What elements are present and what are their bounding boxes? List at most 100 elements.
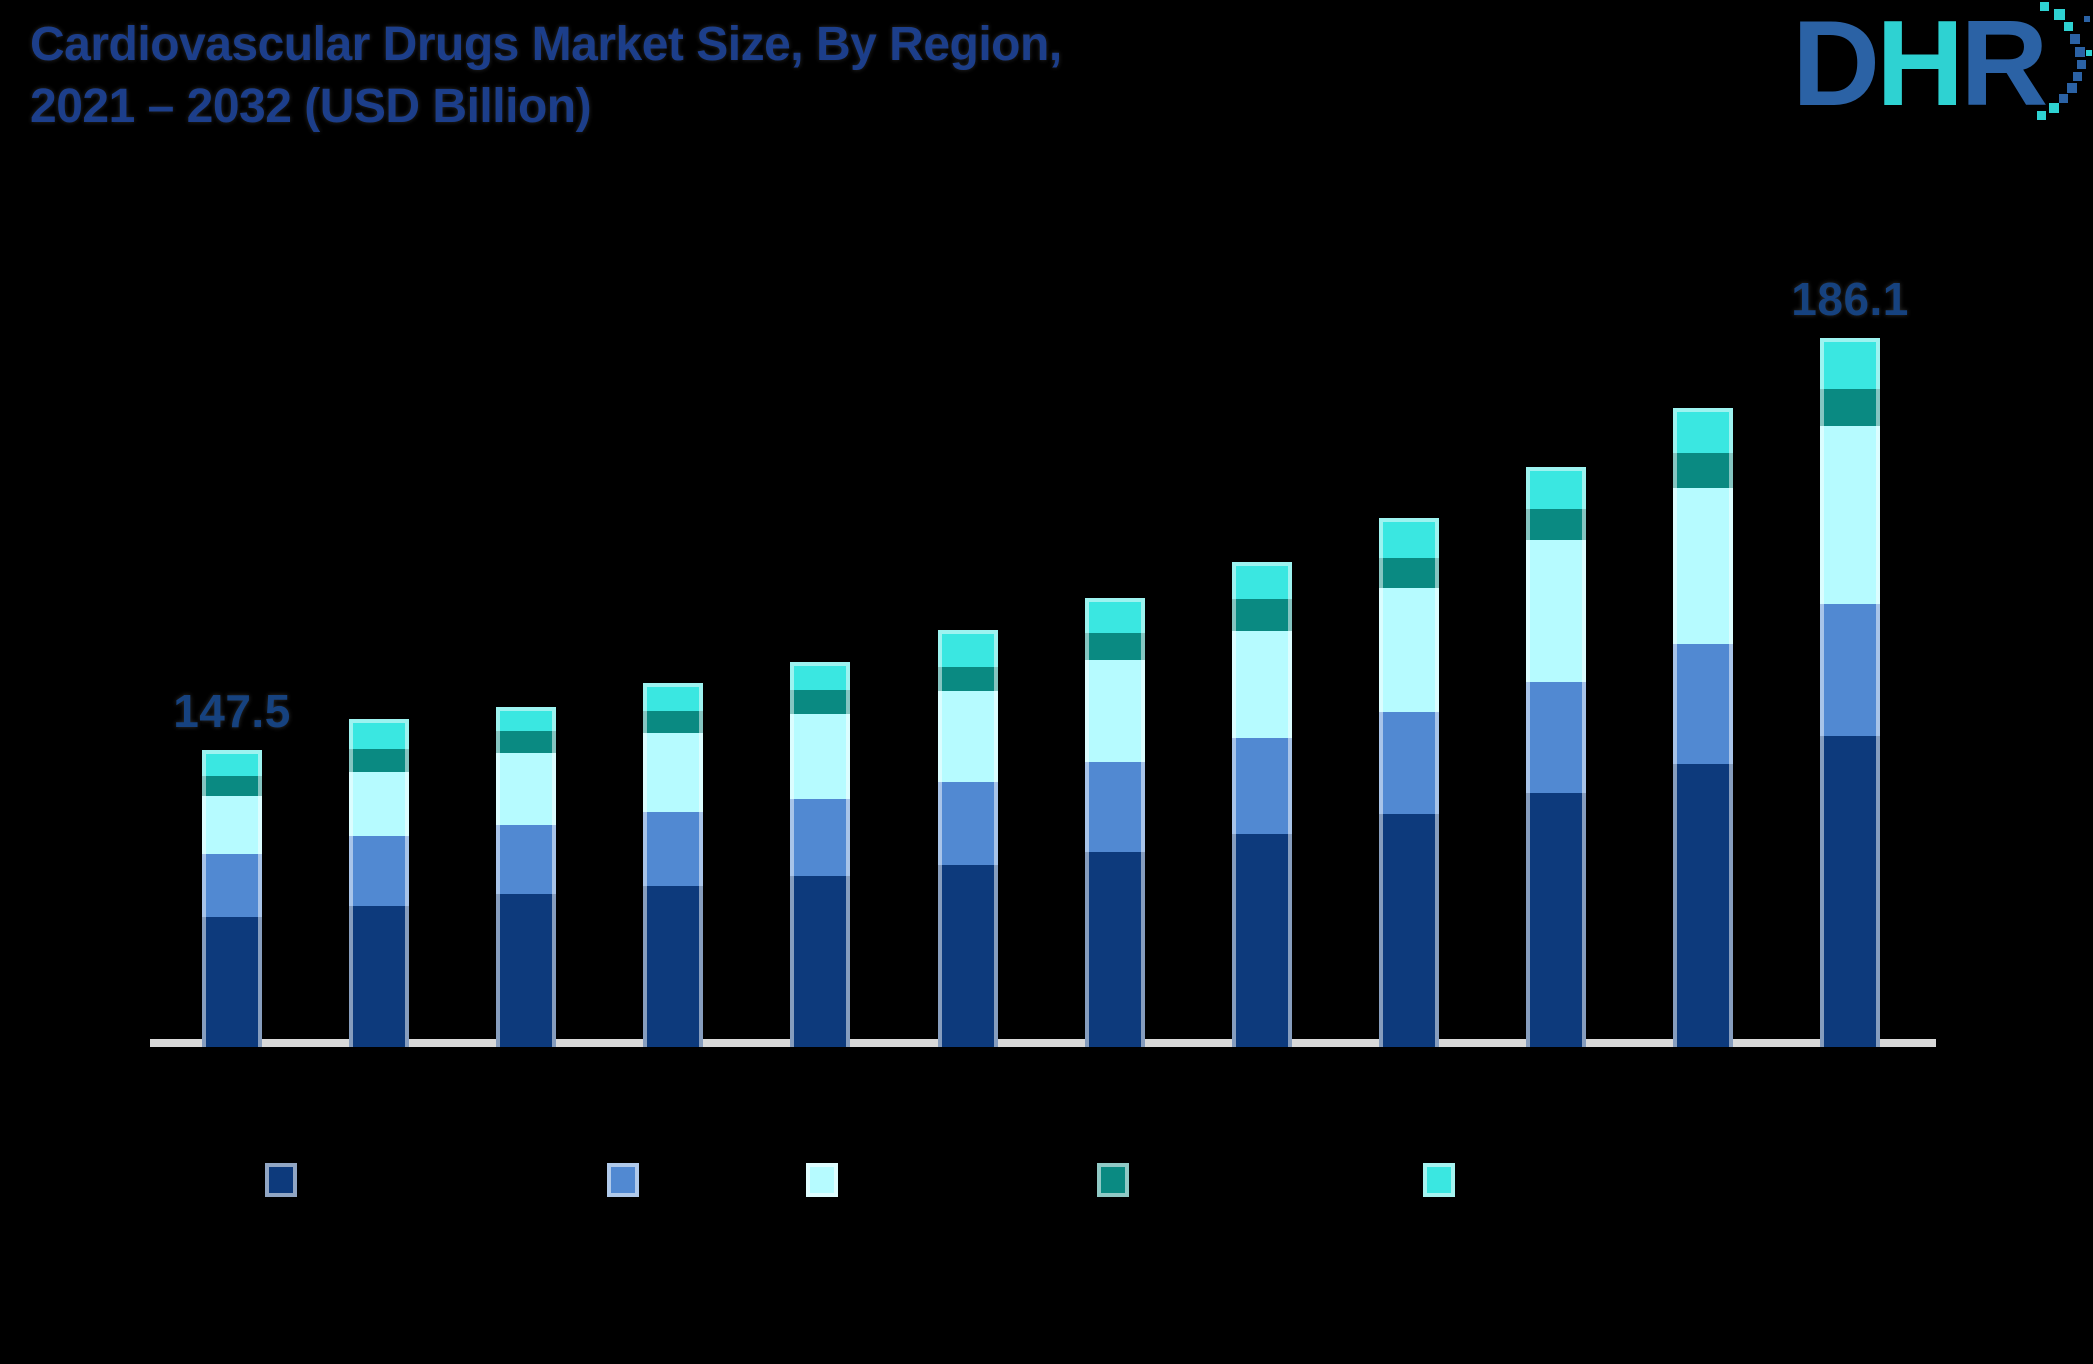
bar-2024-segment-region-1-dark-navy <box>643 886 704 1047</box>
bar-2026 <box>937 629 998 1047</box>
logo-letter-r: R <box>1960 0 2048 131</box>
bar-2032-segment-region-3-light-cyan <box>1820 426 1881 605</box>
chart-title: Cardiovascular Drugs Market Size, By Reg… <box>30 14 1062 138</box>
logo-dot <box>2067 83 2077 93</box>
logo-dot <box>2049 103 2059 113</box>
legend-swatch-region-2-medium-blue <box>607 1163 639 1197</box>
bar-2029-segment-region-1-dark-navy <box>1378 814 1439 1047</box>
bar-2022-segment-region-1-dark-navy <box>349 906 410 1047</box>
bar-2032-segment-region-1-dark-navy <box>1820 736 1881 1047</box>
bar-2022-segment-region-2-medium-blue <box>349 836 410 907</box>
bar-2025-segment-region-4-teal <box>790 689 851 714</box>
bar-2024-segment-region-2-medium-blue <box>643 812 704 887</box>
bar-2023-segment-region-4-teal <box>496 731 557 754</box>
bar-2027-segment-region-5-turquoise <box>1084 597 1145 634</box>
bar-2023-segment-region-3-light-cyan <box>496 753 557 826</box>
bar-2026-segment-region-3-light-cyan <box>937 690 998 782</box>
bar-2030-segment-region-5-turquoise <box>1525 467 1586 510</box>
bar-2031-segment-region-3-light-cyan <box>1673 488 1733 645</box>
bar-2025-segment-region-5-turquoise <box>790 661 851 690</box>
bar-2027-segment-region-2-medium-blue <box>1084 762 1145 853</box>
legend-swatch-region-1-dark-navy <box>265 1163 297 1197</box>
bar-2023-segment-region-1-dark-navy <box>496 894 557 1047</box>
logo-dot <box>2086 50 2092 56</box>
bar-2023-segment-region-5-turquoise <box>496 706 557 732</box>
bar-2031-segment-region-4-teal <box>1673 452 1733 489</box>
data-label-first-bar: 147.5 <box>173 685 291 738</box>
bar-2030-segment-region-3-light-cyan <box>1525 540 1586 683</box>
bar-2021-segment-region-2-medium-blue <box>202 854 262 918</box>
logo-dot <box>2037 111 2046 120</box>
bar-2031-segment-region-2-medium-blue <box>1673 644 1733 765</box>
bar-2031 <box>1673 407 1733 1047</box>
bar-2029-segment-region-5-turquoise <box>1378 517 1439 558</box>
chart-title-line2: 2021 – 2032 (USD Billion) <box>30 80 592 133</box>
bar-2021-segment-region-3-light-cyan <box>202 796 262 855</box>
bar-2027-segment-region-1-dark-navy <box>1084 852 1145 1047</box>
bar-2021-segment-region-4-teal <box>202 776 262 797</box>
dhr-logo: DHR <box>1792 2 2048 132</box>
bar-2021-segment-region-5-turquoise <box>202 750 262 777</box>
bar-2028-segment-region-4-teal <box>1231 598 1292 632</box>
logo-dot <box>2040 2 2049 11</box>
bar-2022-segment-region-5-turquoise <box>349 719 410 750</box>
bar-2025-segment-region-3-light-cyan <box>790 713 851 800</box>
logo-dot <box>2070 34 2080 44</box>
x-axis-line <box>150 1039 1936 1047</box>
bar-2023 <box>496 706 557 1047</box>
bar-2022-segment-region-4-teal <box>349 749 410 773</box>
bar-2032-segment-region-5-turquoise <box>1820 338 1881 390</box>
bar-2025 <box>790 661 851 1047</box>
bar-2026-segment-region-2-medium-blue <box>937 781 998 866</box>
bar-2026-segment-region-4-teal <box>937 666 998 691</box>
bar-2024 <box>643 683 704 1047</box>
bar-2028-segment-region-2-medium-blue <box>1231 738 1292 835</box>
bar-2030 <box>1525 467 1586 1047</box>
bar-2029 <box>1378 517 1439 1047</box>
bar-2024-segment-region-4-teal <box>643 710 704 733</box>
bar-2028-segment-region-1-dark-navy <box>1231 834 1292 1047</box>
logo-dot <box>2075 47 2085 57</box>
bar-2021-segment-region-1-dark-navy <box>202 917 262 1047</box>
bar-2029-segment-region-3-light-cyan <box>1378 587 1439 713</box>
legend-swatch-region-3-light-cyan <box>806 1163 838 1197</box>
bar-2028-segment-region-5-turquoise <box>1231 562 1292 599</box>
bar-2023-segment-region-2-medium-blue <box>496 825 557 895</box>
logo-letter-d: D <box>1792 0 1880 131</box>
bar-2032-segment-region-2-medium-blue <box>1820 604 1881 737</box>
bar-2027 <box>1084 597 1145 1047</box>
bar-2030-segment-region-2-medium-blue <box>1525 682 1586 794</box>
bar-2024-segment-region-3-light-cyan <box>643 732 704 813</box>
bar-2032-segment-region-4-teal <box>1820 389 1881 427</box>
logo-letter-h: H <box>1876 0 1964 131</box>
bar-2027-segment-region-3-light-cyan <box>1084 660 1145 763</box>
legend-swatch-region-5-turquoise <box>1423 1163 1455 1197</box>
logo-dot <box>2059 94 2068 103</box>
logo-dot <box>2073 72 2082 81</box>
bar-2022 <box>349 719 410 1047</box>
bar-2027-segment-region-4-teal <box>1084 633 1145 661</box>
data-label-last-bar: 186.1 <box>1791 273 1909 326</box>
bar-2028-segment-region-3-light-cyan <box>1231 631 1292 739</box>
bar-2022-segment-region-3-light-cyan <box>349 772 410 837</box>
bar-2024-segment-region-5-turquoise <box>643 683 704 711</box>
chart-title-line1: Cardiovascular Drugs Market Size, By Reg… <box>30 18 1062 71</box>
bar-2025-segment-region-1-dark-navy <box>790 876 851 1047</box>
bar-2028 <box>1231 562 1292 1047</box>
dhr-logo-text: DHR <box>1792 2 2048 124</box>
bar-2029-segment-region-2-medium-blue <box>1378 712 1439 815</box>
bar-2021 <box>202 750 262 1047</box>
bar-2025-segment-region-2-medium-blue <box>790 799 851 877</box>
bar-2031-segment-region-1-dark-navy <box>1673 764 1733 1047</box>
bar-2032 <box>1820 338 1881 1047</box>
logo-dot <box>2064 22 2073 31</box>
bar-2030-segment-region-1-dark-navy <box>1525 793 1586 1047</box>
logo-dot <box>2054 9 2065 20</box>
bar-2031-segment-region-5-turquoise <box>1673 407 1733 453</box>
bar-2029-segment-region-4-teal <box>1378 557 1439 588</box>
legend-swatch-region-4-teal <box>1097 1163 1129 1197</box>
bar-2030-segment-region-4-teal <box>1525 509 1586 541</box>
bar-2026-segment-region-5-turquoise <box>937 629 998 667</box>
logo-dot <box>2084 16 2090 22</box>
